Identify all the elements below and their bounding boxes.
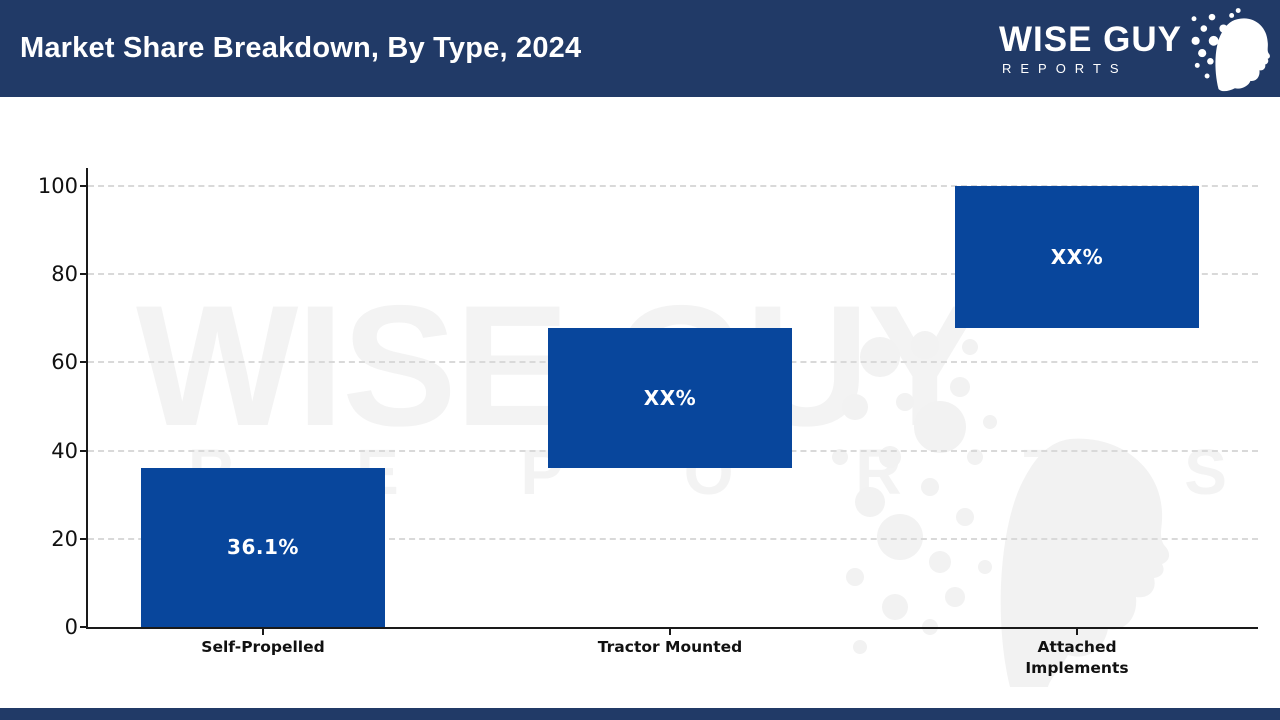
logo-wordmark-line2: REPORTS	[1001, 60, 1128, 76]
y-tick-label: 40	[51, 438, 78, 463]
y-tick-label: 100	[37, 174, 78, 198]
x-tick-mark	[669, 629, 671, 635]
x-tick-mark	[262, 629, 264, 635]
x-axis-line	[86, 627, 1258, 629]
y-tick-mark	[80, 361, 88, 364]
y-tick-mark	[80, 273, 88, 276]
gridline	[88, 185, 1258, 187]
app-header: Market Share Breakdown, By Type, 2024 WI…	[0, 0, 1280, 97]
category-label: Attached Implements	[1025, 638, 1129, 677]
bar: 36.1%	[141, 467, 385, 627]
y-tick-label: 80	[51, 262, 78, 287]
footer-bar	[0, 708, 1280, 720]
y-tick-label: 20	[51, 526, 78, 551]
logo-wordmark: WISE GUY REPORTS	[998, 19, 1182, 76]
bar-value-label: 36.1%	[227, 535, 299, 560]
gridline	[88, 273, 1258, 276]
bar-value-label: XX%	[643, 385, 697, 410]
bar: XX%	[955, 186, 1199, 328]
y-tick-label: 0	[64, 615, 78, 639]
chart-title: Market Share Breakdown, By Type, 2024	[20, 32, 582, 64]
brand-logo: WISE GUY REPORTS	[999, 0, 1272, 97]
y-tick-mark	[80, 185, 88, 187]
logo-face-icon	[1191, 7, 1270, 91]
category-label: Self-Propelled	[201, 638, 325, 656]
y-tick-mark	[80, 537, 88, 540]
category-label: Tractor Mounted	[597, 638, 743, 656]
gridline	[88, 537, 1258, 540]
watermark-face-icon	[832, 331, 1170, 687]
y-tick-mark	[80, 449, 88, 452]
logo-wordmark-line1: WISE GUY	[998, 19, 1182, 59]
y-axis-line	[86, 168, 88, 629]
y-tick-label: 60	[51, 350, 78, 375]
y-tick-mark	[80, 626, 88, 628]
bar-value-label: XX%	[1050, 245, 1104, 269]
bar: XX%	[548, 328, 792, 468]
x-tick-mark	[1076, 629, 1078, 635]
watermark: WISE GUY R E P O R T S	[0, 97, 1280, 708]
